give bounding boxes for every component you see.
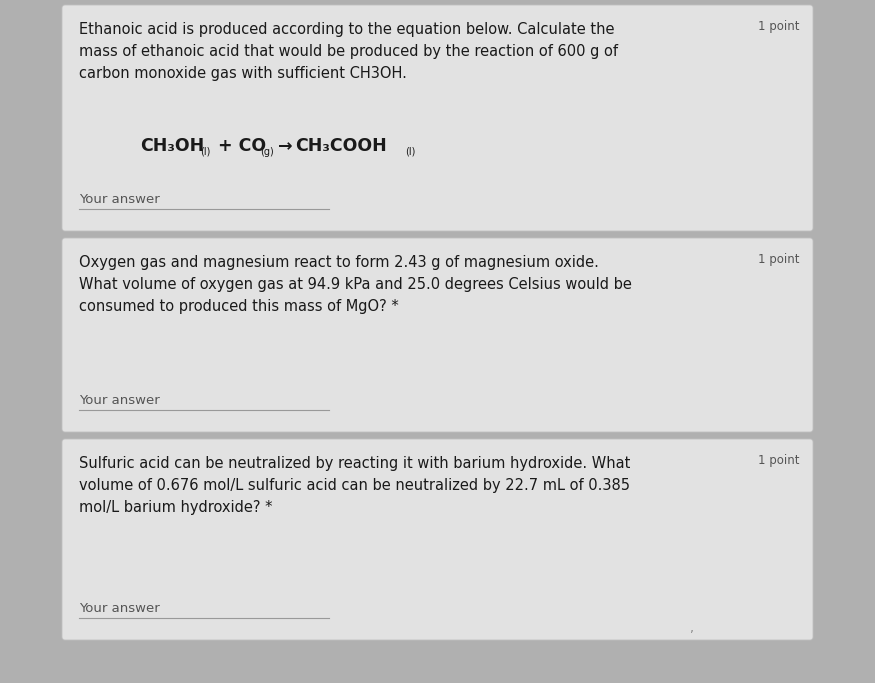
Text: ,: , xyxy=(690,622,694,635)
Text: 1 point: 1 point xyxy=(759,20,800,33)
Text: →: → xyxy=(278,137,292,155)
Text: 1 point: 1 point xyxy=(759,454,800,467)
Text: + CO: + CO xyxy=(218,137,266,155)
FancyBboxPatch shape xyxy=(62,439,813,640)
Text: Oxygen gas and magnesium react to form 2.43 g of magnesium oxide.
What volume of: Oxygen gas and magnesium react to form 2… xyxy=(79,255,632,314)
FancyBboxPatch shape xyxy=(62,5,813,231)
Text: Ethanoic acid is produced according to the equation below. Calculate the
mass of: Ethanoic acid is produced according to t… xyxy=(79,22,618,81)
FancyBboxPatch shape xyxy=(62,238,813,432)
Text: Sulfuric acid can be neutralized by reacting it with barium hydroxide. What
volu: Sulfuric acid can be neutralized by reac… xyxy=(79,456,630,516)
Text: Your answer: Your answer xyxy=(79,602,160,615)
Text: Your answer: Your answer xyxy=(79,193,160,206)
Text: 1 point: 1 point xyxy=(759,253,800,266)
Text: (l): (l) xyxy=(200,147,210,157)
Text: CH₃OH: CH₃OH xyxy=(140,137,204,155)
Text: (g): (g) xyxy=(260,147,274,157)
Text: CH₃COOH: CH₃COOH xyxy=(295,137,387,155)
Text: (l): (l) xyxy=(405,147,416,157)
Text: Your answer: Your answer xyxy=(79,394,160,407)
